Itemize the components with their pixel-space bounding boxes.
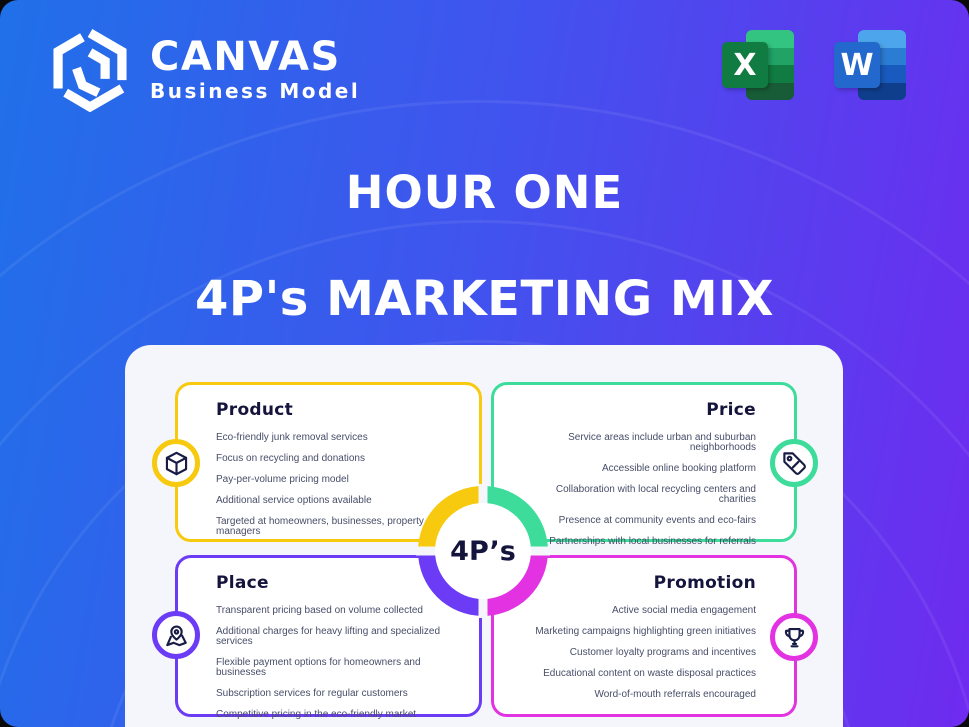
quadrant-grid: Product Eco-friendly junk removal servic… — [175, 382, 797, 720]
price-item-list: Service areas include urban and suburban… — [532, 432, 756, 547]
titles: HOUR ONE 4P's MARKETING MIX — [0, 166, 969, 327]
place-card-title: Place — [216, 573, 269, 593]
list-item: Additional service options available — [216, 495, 372, 506]
list-item: Service areas include urban and suburban… — [568, 432, 756, 453]
list-item: Educational content on waste disposal pr… — [543, 668, 756, 679]
brand-text: CANVAS Business Model — [150, 36, 360, 104]
brand-name: CANVAS — [150, 34, 341, 80]
trophy-icon — [784, 627, 804, 647]
list-item: Flexible payment options for homeowners … — [216, 657, 421, 678]
list-item: Eco-friendly junk removal services — [216, 432, 368, 443]
promotion-card: Promotion Active social media engagement… — [490, 555, 797, 717]
price-tag-icon — [782, 451, 806, 475]
list-item: Presence at community events and eco-fai… — [558, 515, 756, 526]
place-badge — [152, 611, 200, 659]
product-item-list: Eco-friendly junk removal services Focus… — [216, 433, 441, 537]
brand-tagline: Business Model — [150, 79, 361, 103]
word-icon-letter: W — [834, 42, 880, 88]
center-label: 4P’s — [435, 503, 531, 599]
map-location-icon — [165, 625, 187, 646]
list-item: Active social media engagement — [612, 605, 756, 616]
content-panel: Product Eco-friendly junk removal servic… — [125, 345, 843, 727]
price-card: Price Service areas include urban and su… — [490, 382, 797, 547]
product-badge — [152, 439, 200, 487]
excel-icon-letter: X — [722, 42, 768, 88]
list-item: Focus on recycling and donations — [216, 453, 365, 464]
promotion-item-list: Active social media engagement Marketing… — [532, 605, 756, 700]
word-icon: W — [834, 28, 908, 102]
office-icons: X W — [722, 28, 908, 102]
list-item: Targeted at homeowners, businesses, prop… — [216, 516, 424, 537]
cube-icon — [165, 451, 187, 475]
background-ring — [0, 100, 969, 727]
list-item: Competitive pricing in the eco-friendly … — [216, 709, 417, 720]
list-item: Pay-per-volume pricing model — [216, 474, 349, 485]
promotion-card-title: Promotion — [653, 573, 756, 593]
list-item: Word-of-mouth referrals encouraged — [594, 689, 756, 700]
price-badge — [770, 439, 818, 487]
list-item: Customer loyalty programs and incentives — [569, 647, 756, 658]
place-item-list: Transparent pricing based on volume coll… — [216, 606, 441, 720]
page-subtitle: 4P's MARKETING MIX — [195, 271, 774, 327]
header: CANVAS Business Model — [48, 28, 360, 112]
center-rosette: 4P’s — [416, 484, 550, 618]
list-item: Partnerships with local businesses for r… — [549, 536, 756, 547]
list-item: Additional charges for heavy lifting and… — [216, 626, 441, 647]
list-item: Collaboration with local recycling cente… — [555, 484, 756, 505]
list-item: Marketing campaigns highlighting green i… — [535, 626, 756, 637]
page-title: HOUR ONE — [345, 166, 624, 219]
promotion-badge — [770, 613, 818, 661]
excel-icon: X — [722, 28, 796, 102]
product-card: Product Eco-friendly junk removal servic… — [175, 382, 482, 542]
list-item: Accessible online booking platform — [602, 463, 756, 474]
product-card-title: Product — [216, 400, 294, 420]
list-item: Subscription services for regular custom… — [216, 688, 408, 699]
list-item: Transparent pricing based on volume coll… — [216, 605, 423, 616]
hexagon-vortex-logo-icon — [53, 29, 127, 112]
price-card-title: Price — [706, 400, 756, 420]
